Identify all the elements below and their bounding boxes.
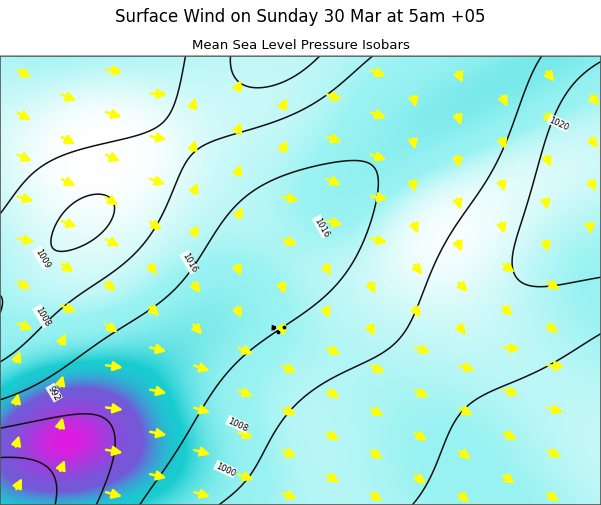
Text: Surface Wind on Sunday 30 Mar at 5am +05: Surface Wind on Sunday 30 Mar at 5am +05 [115,8,486,26]
Text: 992: 992 [46,384,62,402]
Text: ⚑: ⚑ [270,323,277,332]
Text: 1016: 1016 [180,251,198,274]
Text: 1008: 1008 [226,416,249,433]
Text: Mean Sea Level Pressure Isobars: Mean Sea Level Pressure Isobars [192,39,409,52]
Text: 1020: 1020 [548,115,570,132]
Text: 1009: 1009 [33,247,51,270]
Text: 1000: 1000 [214,461,237,478]
Text: 1016: 1016 [313,216,331,238]
Text: 1008: 1008 [33,306,51,328]
